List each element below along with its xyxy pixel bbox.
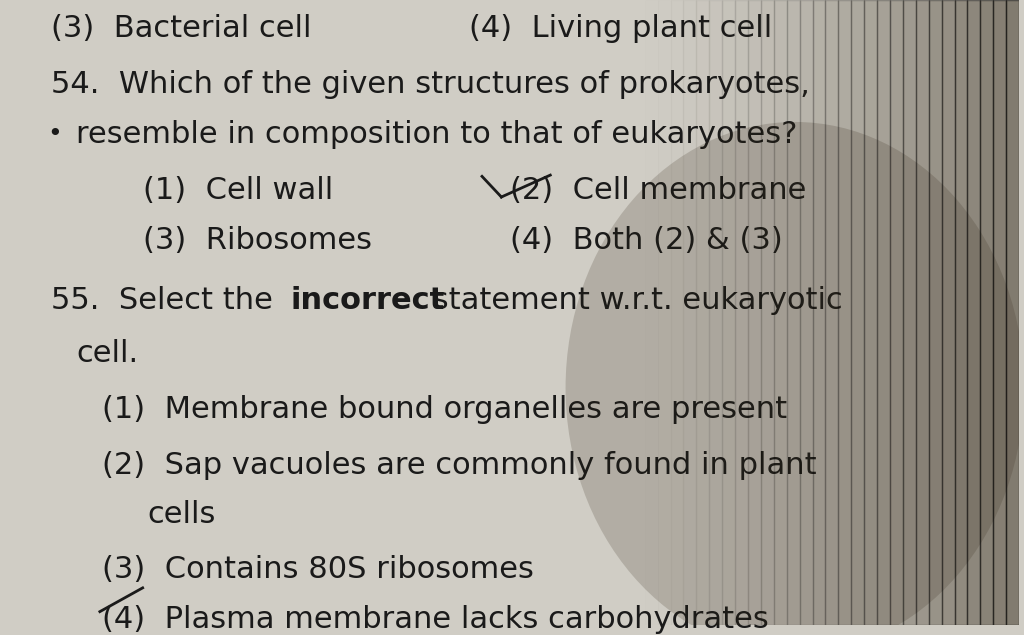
Text: •: • bbox=[48, 123, 62, 147]
Text: incorrect: incorrect bbox=[291, 286, 444, 315]
Text: (3)  Ribosomes: (3) Ribosomes bbox=[142, 226, 372, 255]
FancyBboxPatch shape bbox=[825, 0, 839, 625]
Text: 55.  Select the: 55. Select the bbox=[51, 286, 283, 315]
FancyBboxPatch shape bbox=[748, 0, 761, 625]
FancyBboxPatch shape bbox=[929, 0, 942, 625]
Text: 54.  Which of the given structures of prokaryotes,: 54. Which of the given structures of pro… bbox=[51, 70, 810, 99]
Text: cell.: cell. bbox=[77, 339, 138, 368]
Text: (4)  Both (2) & (3): (4) Both (2) & (3) bbox=[510, 226, 782, 255]
Text: (4)  Plasma membrane lacks carbohydrates: (4) Plasma membrane lacks carbohydrates bbox=[102, 605, 769, 634]
Ellipse shape bbox=[565, 122, 1024, 635]
FancyBboxPatch shape bbox=[878, 0, 890, 625]
Text: cells: cells bbox=[147, 500, 216, 528]
FancyBboxPatch shape bbox=[774, 0, 786, 625]
FancyBboxPatch shape bbox=[890, 0, 903, 625]
FancyBboxPatch shape bbox=[915, 0, 929, 625]
FancyBboxPatch shape bbox=[839, 0, 851, 625]
FancyBboxPatch shape bbox=[942, 0, 954, 625]
FancyBboxPatch shape bbox=[954, 0, 968, 625]
Text: (2)  Sap vacuoles are commonly found in plant: (2) Sap vacuoles are commonly found in p… bbox=[102, 451, 816, 481]
FancyBboxPatch shape bbox=[722, 0, 735, 625]
FancyBboxPatch shape bbox=[980, 0, 993, 625]
FancyBboxPatch shape bbox=[735, 0, 748, 625]
FancyBboxPatch shape bbox=[761, 0, 774, 625]
Text: statement w.r.t. eukaryotic: statement w.r.t. eukaryotic bbox=[423, 286, 843, 315]
FancyBboxPatch shape bbox=[993, 0, 1007, 625]
Text: (1)  Cell wall: (1) Cell wall bbox=[142, 177, 333, 205]
FancyBboxPatch shape bbox=[1007, 0, 1019, 625]
FancyBboxPatch shape bbox=[864, 0, 878, 625]
Text: (4)  Living plant cell: (4) Living plant cell bbox=[469, 13, 772, 43]
FancyBboxPatch shape bbox=[812, 0, 825, 625]
Text: (3)  Bacterial cell: (3) Bacterial cell bbox=[51, 13, 311, 43]
Text: (3)  Contains 80S ribosomes: (3) Contains 80S ribosomes bbox=[102, 554, 534, 584]
FancyBboxPatch shape bbox=[786, 0, 800, 625]
FancyBboxPatch shape bbox=[968, 0, 980, 625]
FancyBboxPatch shape bbox=[851, 0, 864, 625]
Text: (1)  Membrane bound organelles are present: (1) Membrane bound organelles are presen… bbox=[102, 395, 787, 424]
FancyBboxPatch shape bbox=[800, 0, 812, 625]
Text: (2)  Cell membrane: (2) Cell membrane bbox=[510, 177, 806, 205]
FancyBboxPatch shape bbox=[903, 0, 915, 625]
Text: resemble in composition to that of eukaryotes?: resemble in composition to that of eukar… bbox=[77, 120, 798, 149]
